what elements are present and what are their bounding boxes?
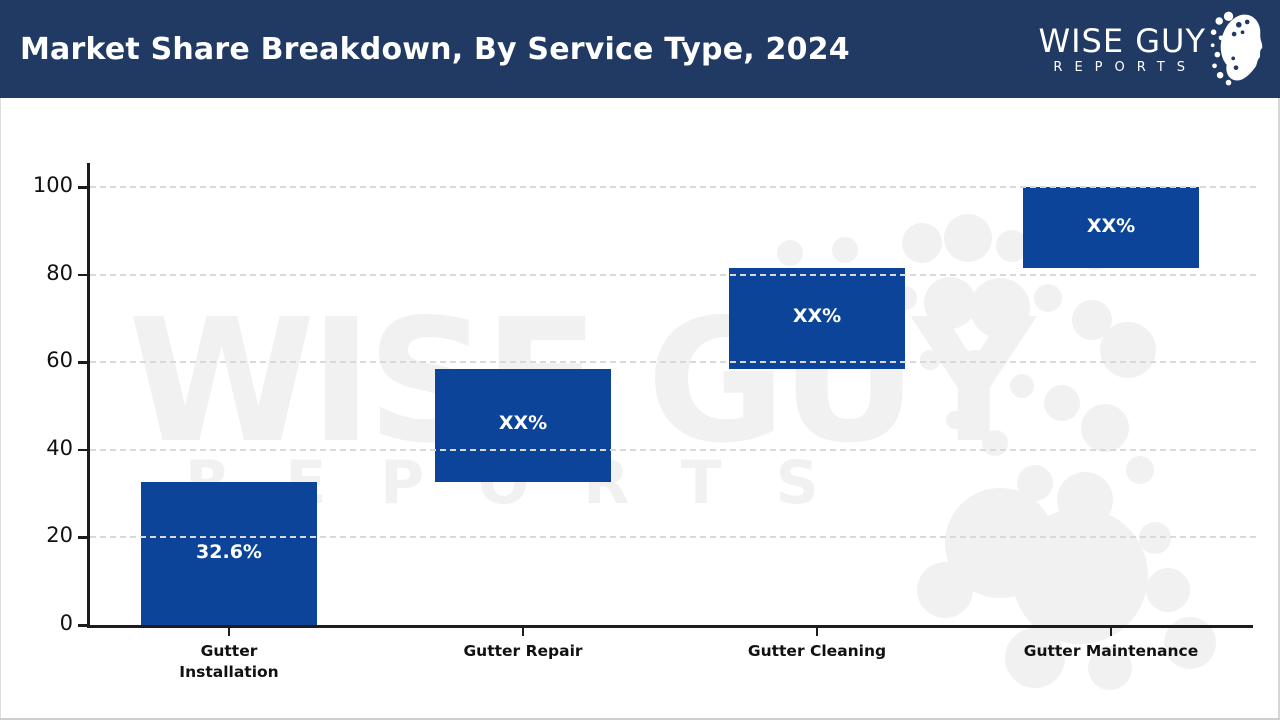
y-tick-label: 20 <box>46 523 73 548</box>
grid-line <box>90 361 1256 364</box>
y-tick-mark <box>78 536 87 539</box>
header-band: Market Share Breakdown, By Service Type,… <box>0 0 1280 98</box>
waterfall-bar <box>435 368 611 483</box>
brand-name: WISE GUY <box>1038 21 1206 60</box>
x-tick-mark <box>521 627 525 636</box>
y-tick-mark <box>78 624 87 627</box>
y-tick-mark <box>78 361 87 364</box>
bar-value-label: XX% <box>498 412 548 435</box>
x-tick-mark <box>1109 627 1113 636</box>
y-tick-label: 100 <box>32 173 73 197</box>
bar-value-label: XX% <box>792 305 842 328</box>
y-tick-mark <box>78 186 87 189</box>
bar-value-label: 32.6% <box>196 540 262 563</box>
y-tick-mark <box>78 448 87 452</box>
y-tick-label: 40 <box>46 435 73 460</box>
y-tick-mark <box>78 273 87 277</box>
grid-line <box>90 536 1256 539</box>
grid-line <box>90 448 1256 451</box>
grid-line <box>90 273 1256 276</box>
x-category-label: Gutter Maintenance <box>1023 642 1199 660</box>
page-title: Market Share Breakdown, By Service Type,… <box>20 31 850 67</box>
brand-subtitle: REPORTS <box>1053 59 1198 75</box>
waterfall-bar <box>141 482 317 625</box>
grid-line <box>90 186 1256 188</box>
x-category-label: Gutter Repair <box>463 642 583 660</box>
bar-value-label: XX% <box>1086 214 1136 237</box>
brand-logo: WISE GUY REPORTS <box>1038 9 1264 89</box>
waterfall-bar <box>729 268 905 369</box>
y-tick-label: 0 <box>59 611 73 635</box>
x-tick-mark <box>227 627 231 636</box>
brand-head-icon <box>1210 11 1263 86</box>
x-category-label: Gutter Cleaning <box>747 642 887 660</box>
plot-area: WISE GUY REPORTS 0 20 40 60 <box>0 98 1280 720</box>
y-axis-line <box>87 163 90 628</box>
x-category-label: Gutter Installation <box>179 642 279 681</box>
x-axis-line <box>87 625 1253 628</box>
y-tick-label: 80 <box>46 260 73 285</box>
y-tick-label: 60 <box>46 348 73 373</box>
x-tick-mark <box>815 627 819 636</box>
brand-logo-text: WISE GUY REPORTS <box>1038 25 1206 74</box>
